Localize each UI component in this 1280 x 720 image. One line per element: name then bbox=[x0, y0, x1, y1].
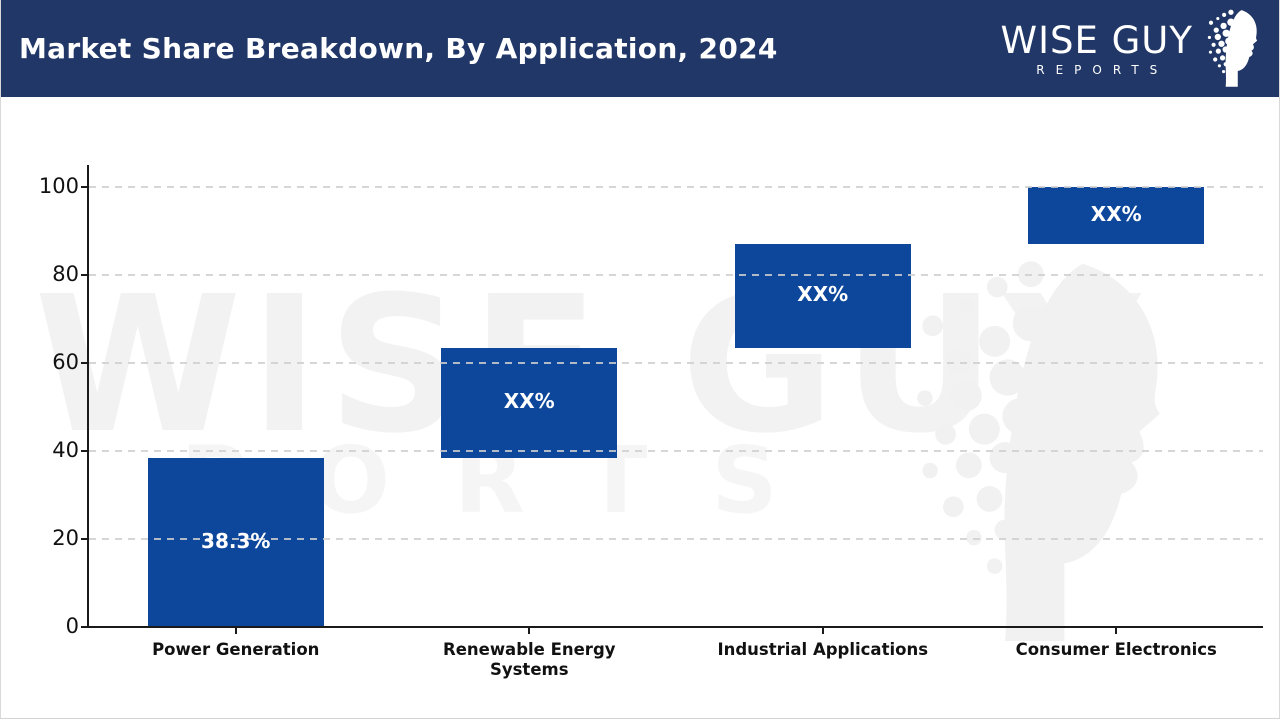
bar-segment bbox=[734, 244, 911, 349]
brand-logo-text: WISE GUY REPORTS bbox=[1000, 19, 1193, 78]
y-axis-tick bbox=[81, 186, 88, 188]
x-axis-tick bbox=[234, 627, 237, 634]
x-category-label: Industrial Applications bbox=[717, 640, 929, 659]
y-tick-label: 100 bbox=[38, 174, 79, 198]
y-tick-label: 40 bbox=[52, 438, 79, 462]
x-category-label: Renewable Energy Systems bbox=[442, 640, 616, 679]
bar-segment bbox=[1028, 187, 1205, 245]
y-axis-tick bbox=[81, 538, 88, 540]
x-axis-line bbox=[87, 626, 1263, 628]
brand-logo: WISE GUY REPORTS bbox=[1001, 6, 1269, 92]
bar-segment bbox=[441, 348, 618, 459]
grid-line bbox=[89, 538, 1263, 540]
x-axis-tick bbox=[528, 627, 531, 634]
header-bar: Market Share Breakdown, By Application, … bbox=[1, 0, 1279, 97]
x-category-label: Consumer Electronics bbox=[1015, 640, 1217, 659]
bar-segment bbox=[147, 458, 324, 627]
brand-subname: REPORTS bbox=[1036, 63, 1169, 77]
y-axis-tick bbox=[81, 274, 88, 276]
y-tick-label: 80 bbox=[52, 262, 79, 286]
y-axis-tick bbox=[81, 626, 88, 628]
brand-head-icon bbox=[1195, 7, 1269, 91]
bar-value-label: 38.3% bbox=[201, 528, 271, 553]
x-axis-tick bbox=[821, 627, 824, 634]
y-tick-label: 60 bbox=[52, 350, 79, 374]
y-tick-label: 0 bbox=[65, 614, 79, 638]
grid-line bbox=[89, 450, 1263, 452]
y-axis-tick bbox=[81, 450, 88, 452]
y-axis-tick bbox=[81, 362, 88, 364]
bar-value-label: XX% bbox=[797, 282, 849, 307]
grid-line bbox=[89, 186, 1263, 188]
brand-name: WISE GUY bbox=[1000, 19, 1193, 62]
y-tick-label: 20 bbox=[52, 526, 79, 550]
y-axis-line bbox=[87, 165, 89, 627]
bar-value-label: XX% bbox=[503, 389, 555, 414]
x-category-label: Power Generation bbox=[152, 640, 320, 659]
x-axis-tick bbox=[1115, 627, 1118, 634]
chart-title: Market Share Breakdown, By Application, … bbox=[19, 32, 778, 65]
grid-line bbox=[89, 274, 1263, 276]
bar-value-label: XX% bbox=[1090, 201, 1142, 226]
grid-line bbox=[89, 362, 1263, 364]
